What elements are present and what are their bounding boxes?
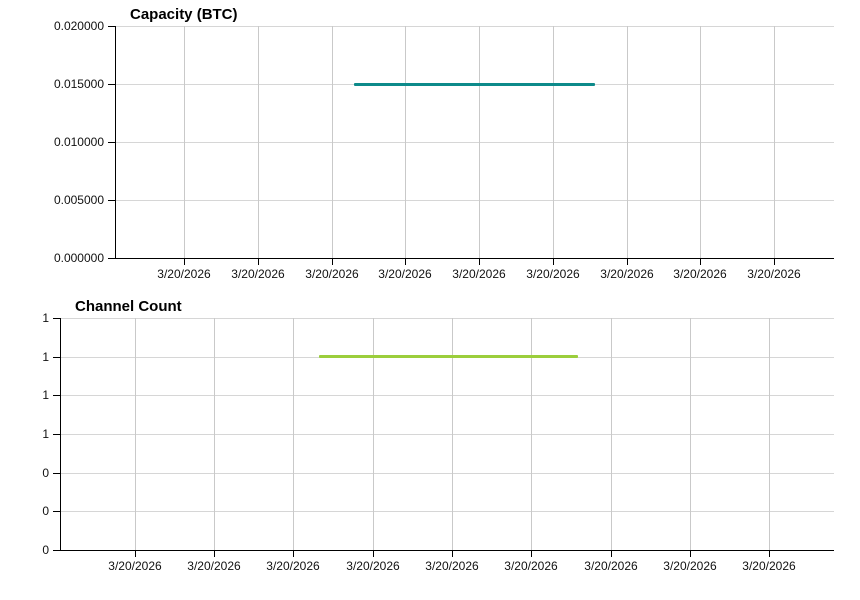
x-tick-label: 3/20/2026	[742, 559, 796, 573]
y-tick	[53, 318, 60, 319]
y-tick	[108, 200, 115, 201]
x-tick	[332, 259, 333, 265]
x-tick	[479, 259, 480, 265]
x-gridline	[452, 318, 453, 550]
x-tick	[627, 259, 628, 265]
x-gridline	[373, 318, 374, 550]
y-gridline	[115, 26, 834, 27]
y-tick-label: 0.005000	[53, 193, 104, 207]
y-tick	[53, 357, 60, 358]
x-tick	[611, 551, 612, 557]
x-gridline	[627, 26, 628, 258]
x-gridline	[479, 26, 480, 258]
x-axis-line	[115, 258, 834, 259]
x-tick-label: 3/20/2026	[187, 559, 241, 573]
y-tick-label: 0.000000	[53, 251, 104, 265]
series-line-channel-count	[319, 355, 578, 358]
x-tick-label: 3/20/2026	[663, 559, 717, 573]
y-gridline	[60, 434, 834, 435]
x-tick-label: 3/20/2026	[231, 267, 285, 281]
x-tick-label: 3/20/2026	[378, 267, 432, 281]
x-gridline	[258, 26, 259, 258]
x-tick	[214, 551, 215, 557]
y-tick-label: 1	[42, 350, 49, 364]
x-tick	[405, 259, 406, 265]
x-tick-label: 3/20/2026	[157, 267, 211, 281]
y-tick-label: 1	[42, 427, 49, 441]
x-tick	[135, 551, 136, 557]
x-tick	[373, 551, 374, 557]
y-axis-line	[60, 318, 61, 551]
x-tick-label: 3/20/2026	[673, 267, 727, 281]
x-tick	[452, 551, 453, 557]
x-gridline	[531, 318, 532, 550]
x-gridline	[774, 26, 775, 258]
y-tick-label: 0.020000	[53, 19, 104, 33]
y-tick-label: 0	[42, 466, 49, 480]
x-tick-label: 3/20/2026	[452, 267, 506, 281]
y-tick	[108, 26, 115, 27]
y-tick	[53, 511, 60, 512]
channel-count-chart-title: Channel Count	[75, 298, 182, 315]
x-tick-label: 3/20/2026	[425, 559, 479, 573]
x-gridline	[690, 318, 691, 550]
y-tick	[108, 84, 115, 85]
x-gridline	[769, 318, 770, 550]
x-gridline	[135, 318, 136, 550]
y-gridline	[60, 318, 834, 319]
y-gridline	[60, 473, 834, 474]
x-tick	[690, 551, 691, 557]
x-tick	[769, 551, 770, 557]
y-gridline	[115, 142, 834, 143]
x-tick	[700, 259, 701, 265]
x-tick-label: 3/20/2026	[108, 559, 162, 573]
x-gridline	[405, 26, 406, 258]
x-gridline	[700, 26, 701, 258]
x-tick-label: 3/20/2026	[504, 559, 558, 573]
x-tick	[293, 551, 294, 557]
x-tick-label: 3/20/2026	[584, 559, 638, 573]
x-tick-label: 3/20/2026	[305, 267, 359, 281]
x-tick-label: 3/20/2026	[526, 267, 580, 281]
y-gridline	[60, 395, 834, 396]
x-gridline	[553, 26, 554, 258]
x-tick-label: 3/20/2026	[600, 267, 654, 281]
y-tick-label: 0	[42, 543, 49, 557]
x-axis-line	[60, 550, 834, 551]
x-gridline	[332, 26, 333, 258]
y-tick-label: 1	[42, 311, 49, 325]
y-tick	[53, 434, 60, 435]
x-gridline	[184, 26, 185, 258]
y-gridline	[60, 511, 834, 512]
x-tick	[531, 551, 532, 557]
x-tick-label: 3/20/2026	[346, 559, 400, 573]
x-gridline	[214, 318, 215, 550]
x-gridline	[293, 318, 294, 550]
y-axis-line	[115, 26, 116, 259]
x-tick	[184, 259, 185, 265]
y-tick	[53, 473, 60, 474]
y-tick	[53, 395, 60, 396]
y-tick-label: 0	[42, 504, 49, 518]
capacity-chart-title: Capacity (BTC)	[130, 6, 238, 23]
y-tick-label: 0.010000	[53, 135, 104, 149]
y-tick	[53, 550, 60, 551]
y-gridline	[115, 200, 834, 201]
series-line-capacity	[354, 83, 595, 86]
y-tick-label: 1	[42, 388, 49, 402]
x-tick	[774, 259, 775, 265]
y-tick-label: 0.015000	[53, 77, 104, 91]
x-tick-label: 3/20/2026	[266, 559, 320, 573]
y-tick	[108, 258, 115, 259]
x-tick	[258, 259, 259, 265]
x-tick-label: 3/20/2026	[747, 267, 801, 281]
y-tick	[108, 142, 115, 143]
x-gridline	[611, 318, 612, 550]
x-tick	[553, 259, 554, 265]
